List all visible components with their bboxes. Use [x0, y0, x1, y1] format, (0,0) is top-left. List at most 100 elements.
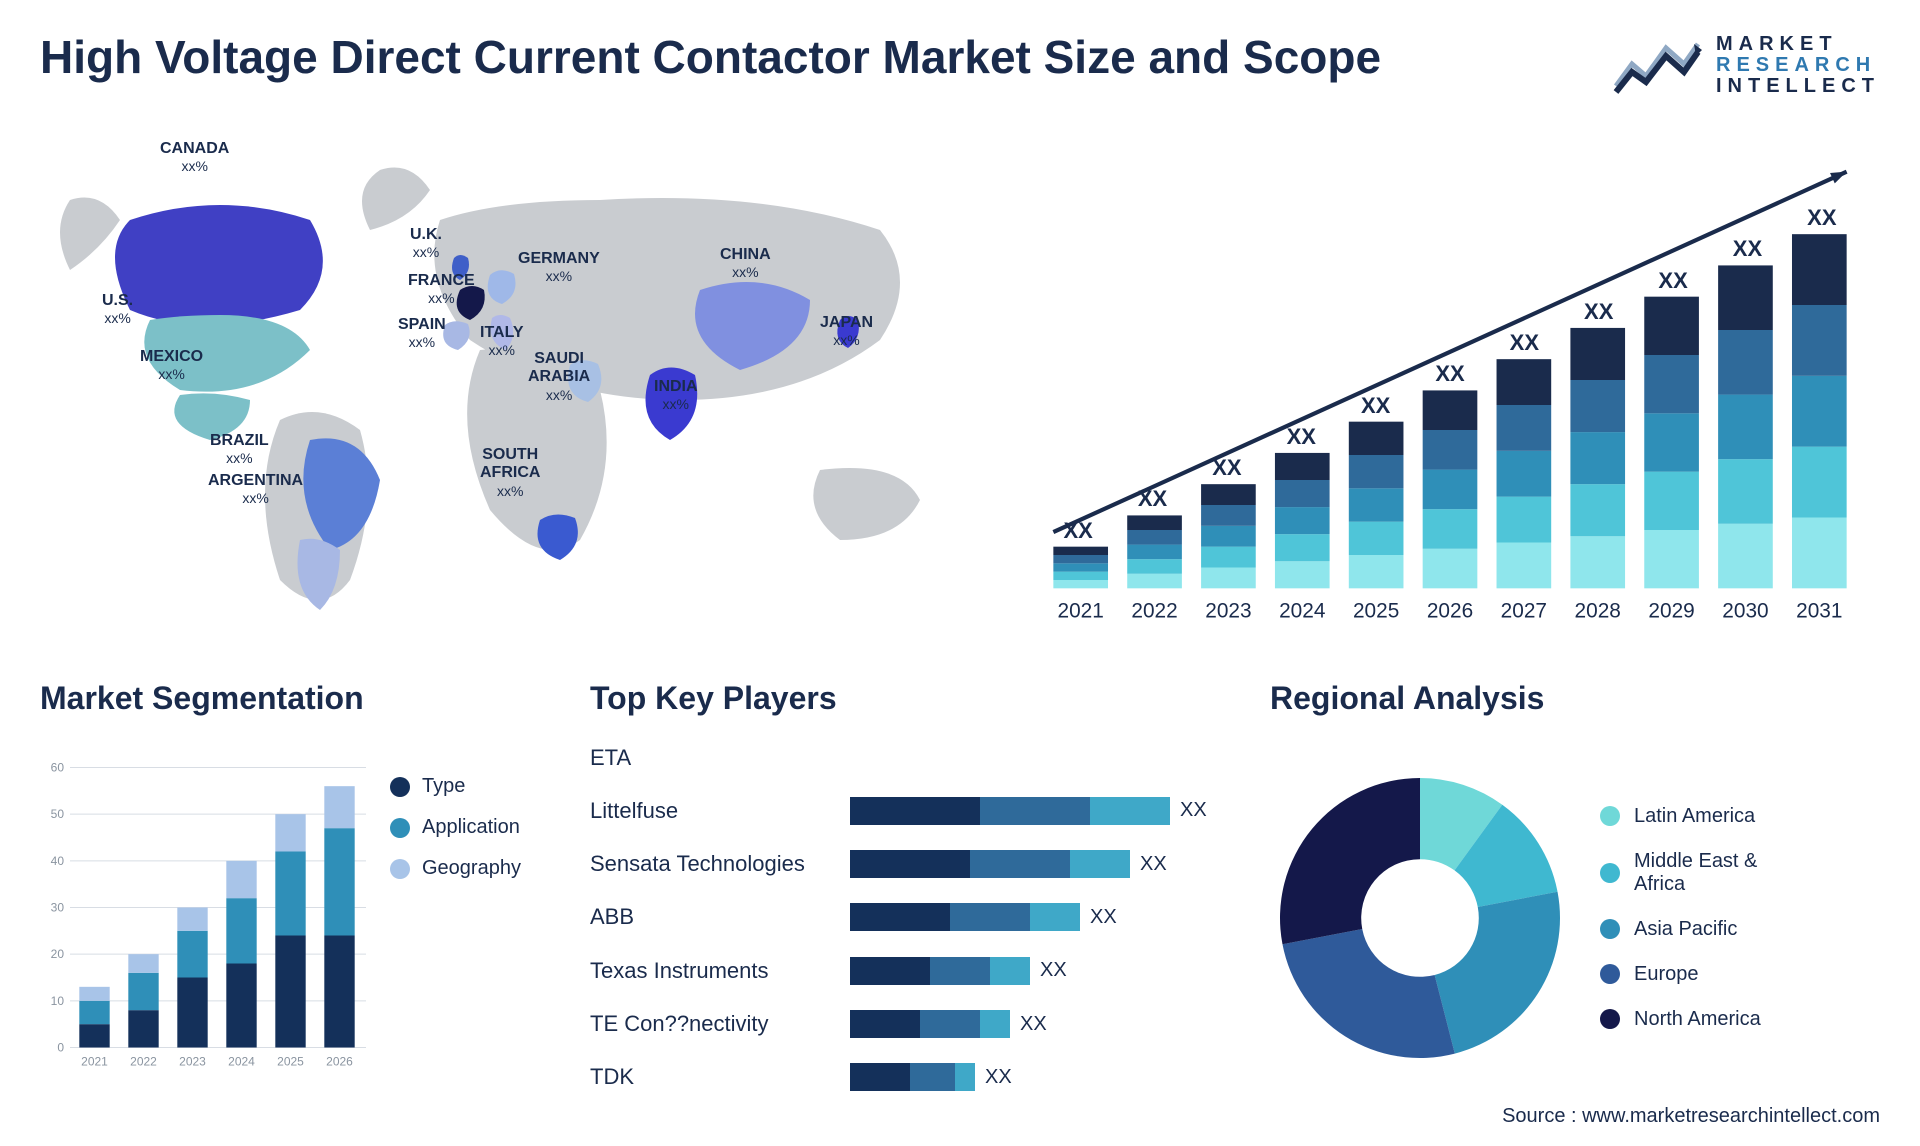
segmentation-title: Market Segmentation	[40, 680, 560, 717]
map-label-france: FRANCExx%	[408, 272, 475, 306]
segmentation-legend-item: Application	[390, 816, 521, 839]
growth-bar-label: XX	[1435, 361, 1464, 387]
legend-label: North America	[1634, 1008, 1761, 1031]
svg-text:30: 30	[51, 901, 65, 915]
legend-swatch	[390, 859, 410, 879]
map-label-spain: SPAINxx%	[398, 316, 446, 350]
player-row: ETA	[590, 744, 1240, 772]
legend-label: Asia Pacific	[1634, 918, 1737, 941]
source-text: Source : www.marketresearchintellect.com	[1502, 1105, 1880, 1128]
logo-line-3: INTELLECT	[1716, 76, 1880, 97]
player-row: ABB XX	[590, 903, 1240, 931]
logo-line-2: RESEARCH	[1716, 55, 1880, 76]
player-row: Sensata Technologies XX	[590, 850, 1240, 878]
svg-text:2028: 2028	[1575, 600, 1621, 623]
player-row: TDK XX	[590, 1063, 1240, 1091]
regional-legend: Latin America Middle East &Africa Asia Pac…	[1600, 805, 1761, 1031]
svg-text:2027: 2027	[1501, 600, 1547, 623]
map-label-china: CHINAxx%	[720, 246, 771, 280]
svg-text:50: 50	[51, 807, 65, 821]
legend-swatch	[1600, 806, 1620, 826]
regional-legend-item: North America	[1600, 1008, 1761, 1031]
map-label-uk: U.K.xx%	[410, 226, 442, 260]
player-bar	[850, 1010, 1010, 1038]
legend-swatch	[1600, 919, 1620, 939]
growth-bar-label: XX	[1212, 455, 1241, 481]
svg-text:2026: 2026	[326, 1055, 353, 1069]
svg-text:2023: 2023	[179, 1055, 206, 1069]
player-value: XX	[985, 1066, 1012, 1089]
svg-text:2021: 2021	[1058, 600, 1104, 623]
regional-legend-item: Middle East &Africa	[1600, 850, 1761, 896]
svg-text:2022: 2022	[1131, 600, 1177, 623]
player-value: XX	[1090, 906, 1117, 929]
growth-bar-label: XX	[1584, 299, 1613, 325]
map-label-canada: CANADAxx%	[160, 140, 229, 174]
player-bar-wrap: XX	[850, 850, 1240, 878]
player-row: Littelfuse XX	[590, 797, 1240, 825]
player-bar	[850, 797, 1170, 825]
growth-bar-label: XX	[1063, 518, 1092, 544]
legend-swatch	[1600, 863, 1620, 883]
player-value: XX	[1020, 1013, 1047, 1036]
header: High Voltage Direct Current Contactor Ma…	[40, 30, 1880, 100]
map-label-saudi: SAUDIARABIAxx%	[528, 350, 590, 403]
svg-text:0: 0	[57, 1041, 64, 1055]
map-label-italy: ITALYxx%	[480, 324, 524, 358]
svg-text:2030: 2030	[1722, 600, 1768, 623]
player-row: Texas Instruments XX	[590, 957, 1240, 985]
player-name: Sensata Technologies	[590, 851, 840, 877]
growth-bar-label: XX	[1138, 486, 1167, 512]
players-title: Top Key Players	[590, 680, 1240, 717]
player-bar-wrap: XX	[850, 1063, 1240, 1091]
map-label-safrica: SOUTHAFRICAxx%	[480, 446, 540, 499]
svg-text:2025: 2025	[277, 1055, 304, 1069]
svg-text:60: 60	[51, 761, 65, 775]
player-value: XX	[1180, 799, 1207, 822]
player-bar-wrap: XX	[850, 797, 1240, 825]
regional-legend-item: Latin America	[1600, 805, 1761, 828]
svg-text:2024: 2024	[1279, 600, 1325, 623]
segmentation-legend-item: Geography	[390, 857, 521, 880]
svg-text:2031: 2031	[1796, 600, 1842, 623]
regional-body: Latin America Middle East &Africa Asia Pac…	[1270, 735, 1880, 1100]
player-bar-wrap: XX	[850, 903, 1240, 931]
players-body: ETA Littelfuse XX Sensata Technologies X…	[590, 735, 1240, 1100]
legend-label: Latin America	[1634, 805, 1755, 828]
player-value: XX	[1040, 959, 1067, 982]
players-panel: Top Key Players ETA Littelfuse XX Sensat…	[590, 680, 1240, 1100]
legend-label: Type	[422, 775, 465, 798]
brand-logo: MARKET RESEARCH INTELLECT	[1612, 30, 1880, 100]
map-label-us: U.S.xx%	[102, 292, 133, 326]
logo-icon	[1612, 30, 1702, 100]
legend-swatch	[390, 777, 410, 797]
legend-swatch	[1600, 1009, 1620, 1029]
svg-text:2029: 2029	[1648, 600, 1694, 623]
segmentation-legend-item: Type	[390, 775, 521, 798]
growth-chart-panel: 2021202220232024202520262027202820292030…	[1020, 130, 1880, 630]
regional-legend-item: Asia Pacific	[1600, 918, 1761, 941]
top-row: CANADAxx%U.S.xx%MEXICOxx%BRAZILxx%ARGENT…	[40, 130, 1880, 630]
regional-legend-item: Europe	[1600, 963, 1761, 986]
legend-swatch	[390, 818, 410, 838]
page-title: High Voltage Direct Current Contactor Ma…	[40, 30, 1381, 84]
svg-text:20: 20	[51, 947, 65, 961]
world-map-panel: CANADAxx%U.S.xx%MEXICOxx%BRAZILxx%ARGENT…	[40, 130, 980, 630]
player-bar	[850, 903, 1080, 931]
legend-label: Europe	[1634, 963, 1699, 986]
map-label-argentina: ARGENTINAxx%	[208, 472, 303, 506]
legend-label: Application	[422, 816, 520, 839]
segmentation-chart-wrap: 0102030405060202120222023202420252026	[40, 735, 370, 1100]
growth-bar-label: XX	[1361, 393, 1390, 419]
map-label-japan: JAPANxx%	[820, 314, 873, 348]
segmentation-panel: Market Segmentation 01020304050602021202…	[40, 680, 560, 1100]
regional-donut	[1270, 768, 1570, 1068]
map-label-brazil: BRAZILxx%	[210, 432, 269, 466]
growth-bar-label: XX	[1510, 330, 1539, 356]
growth-bar-label: XX	[1807, 205, 1836, 231]
player-name: ETA	[590, 745, 840, 771]
player-bar-wrap	[850, 744, 1240, 772]
svg-text:2024: 2024	[228, 1055, 255, 1069]
bottom-row: Market Segmentation 01020304050602021202…	[40, 680, 1880, 1100]
segmentation-legend: Type Application Geography	[390, 735, 521, 1100]
